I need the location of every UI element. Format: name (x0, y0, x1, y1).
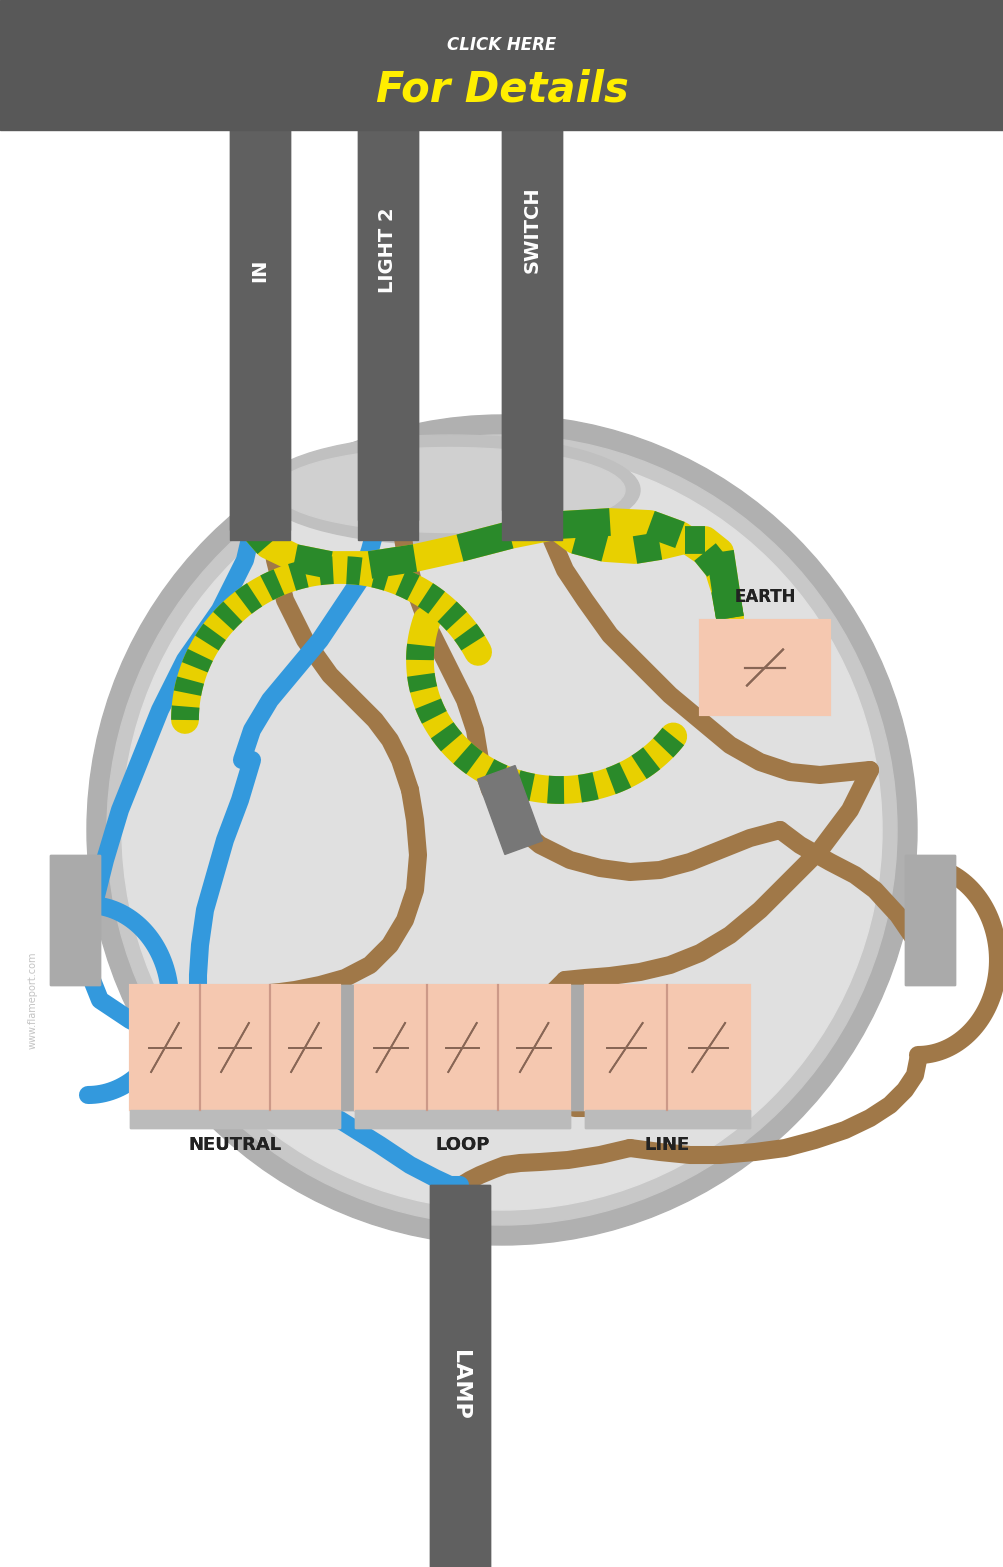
Bar (585, 986, 749, 1109)
Ellipse shape (600, 1004, 651, 1091)
Bar (699, 621, 829, 715)
Text: For Details: For Details (375, 69, 628, 111)
Bar (129, 1109, 340, 1128)
Bar (570, 986, 585, 1109)
Text: EARTH: EARTH (733, 588, 795, 606)
Text: IN: IN (251, 259, 269, 282)
Text: SWITCH: SWITCH (522, 186, 541, 273)
Bar (129, 986, 340, 1109)
Text: SWITCH: SWITCH (522, 186, 541, 273)
Bar (502, 0, 562, 541)
Ellipse shape (368, 1004, 412, 1091)
Bar (570, 986, 585, 1109)
Ellipse shape (213, 1004, 257, 1091)
Circle shape (107, 436, 896, 1225)
Text: LOOP: LOOP (435, 1136, 489, 1153)
Bar (585, 1109, 749, 1128)
Bar (129, 1109, 340, 1128)
Ellipse shape (143, 1004, 187, 1091)
Bar (230, 0, 290, 541)
Ellipse shape (440, 1004, 484, 1091)
Circle shape (87, 415, 916, 1246)
Text: LINE: LINE (644, 1136, 689, 1153)
Bar (429, 1185, 489, 1567)
Text: LIGHT 2: LIGHT 2 (378, 207, 397, 293)
Bar (355, 986, 570, 1109)
Bar (50, 856, 100, 986)
Circle shape (122, 450, 881, 1210)
Bar (502, 0, 562, 509)
Bar (0, 0, 1003, 130)
Ellipse shape (283, 1004, 326, 1091)
Text: NEUTRAL: NEUTRAL (189, 1136, 281, 1153)
Ellipse shape (600, 1004, 651, 1091)
Bar (340, 986, 355, 1109)
Bar (477, 766, 542, 854)
Bar (585, 1109, 749, 1128)
Bar (355, 986, 570, 1109)
Text: IN: IN (248, 255, 272, 285)
Bar (358, 0, 417, 520)
Ellipse shape (512, 1004, 556, 1091)
Bar (904, 856, 954, 986)
Ellipse shape (512, 1004, 556, 1091)
Text: NEUTRAL: NEUTRAL (189, 1136, 281, 1153)
Text: CLICK HERE: CLICK HERE (447, 36, 556, 53)
Bar (429, 1185, 489, 1567)
Text: LAMP: LAMP (449, 1351, 469, 1420)
Text: LAMP: LAMP (449, 1344, 469, 1415)
Bar (699, 621, 829, 715)
Bar (340, 986, 355, 1109)
Text: LOOP: LOOP (435, 1136, 489, 1153)
Bar (585, 986, 749, 1109)
Ellipse shape (283, 1004, 326, 1091)
Bar (904, 856, 954, 986)
Ellipse shape (213, 1004, 257, 1091)
Bar (355, 1109, 570, 1128)
Ellipse shape (724, 636, 804, 699)
Ellipse shape (143, 1004, 187, 1091)
Ellipse shape (682, 1004, 733, 1091)
Bar (50, 856, 100, 986)
Ellipse shape (440, 1004, 484, 1091)
Ellipse shape (260, 436, 639, 545)
Ellipse shape (724, 636, 804, 699)
Text: LIGHT 2: LIGHT 2 (378, 207, 397, 293)
Bar (129, 986, 340, 1109)
Text: EARTH: EARTH (733, 588, 795, 606)
Text: LINE: LINE (644, 1136, 689, 1153)
Text: www.flameport.com: www.flameport.com (28, 951, 38, 1048)
Bar (230, 0, 290, 530)
Ellipse shape (275, 448, 625, 533)
Ellipse shape (368, 1004, 412, 1091)
Bar (358, 0, 417, 541)
Ellipse shape (682, 1004, 733, 1091)
Bar (355, 1109, 570, 1128)
